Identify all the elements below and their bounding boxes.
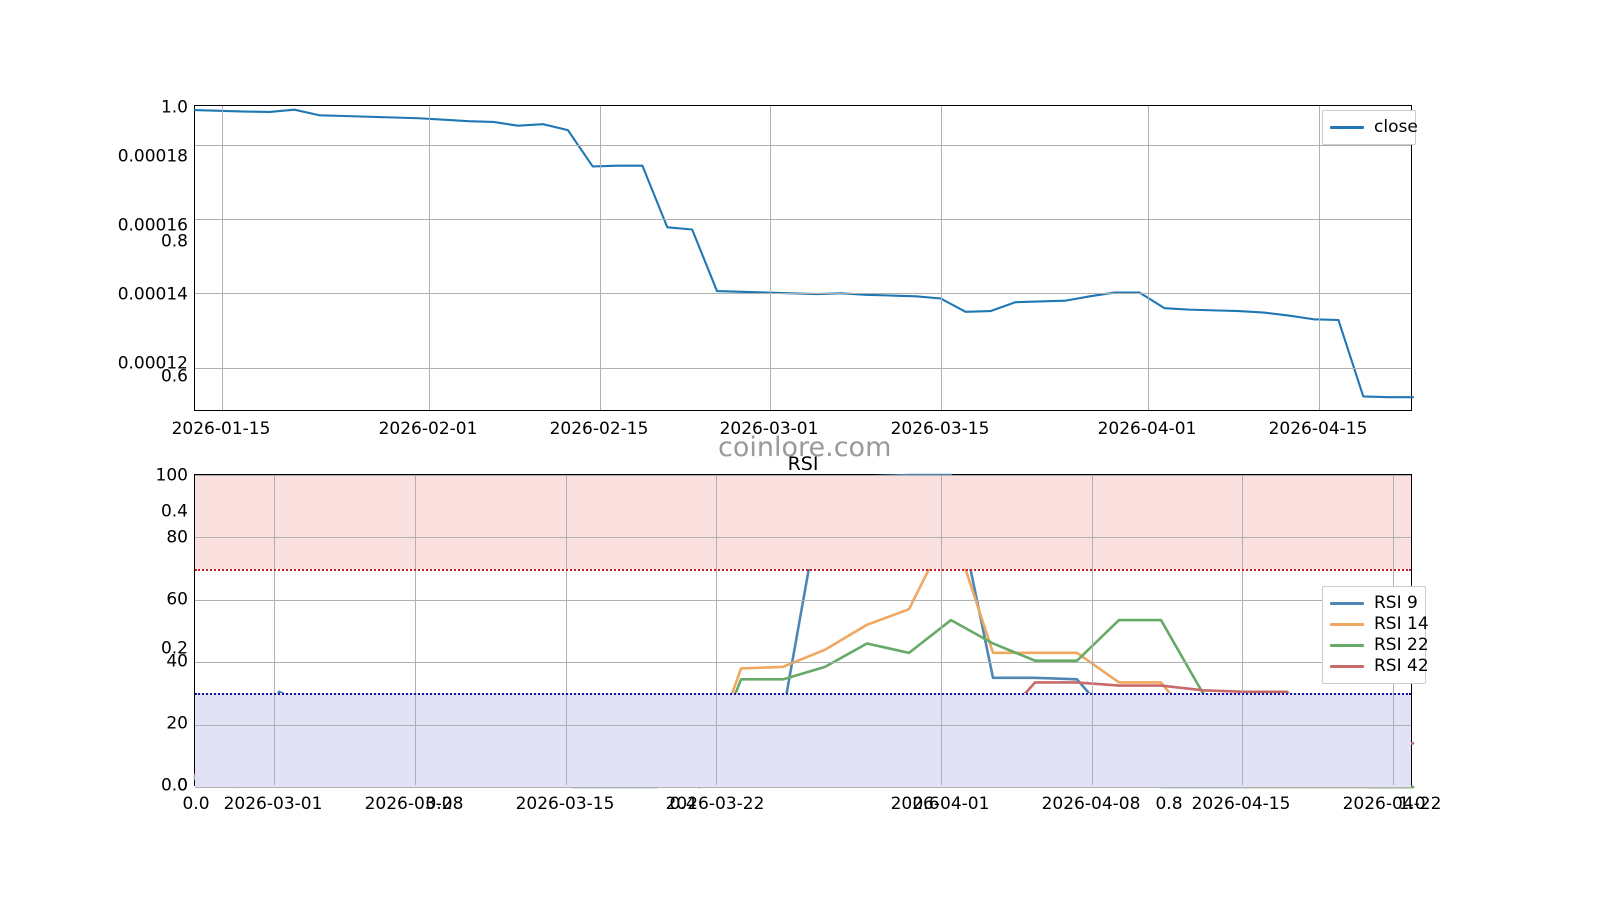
price-xtick-2026-03-15: 2026-03-15 [890, 419, 990, 439]
rsi-oversold-threshold-line [195, 693, 1411, 696]
rsi-xtick2-1.0: 1.0 [1398, 794, 1426, 814]
price-ytick-0.00016: 0.00016 [117, 215, 188, 236]
price-gridline-v [770, 106, 771, 410]
rsi-xtick-2026-04-15: 2026-04-15 [1191, 794, 1291, 814]
rsi-gridline-h [195, 724, 1411, 726]
legend-label-rsi-22: RSI 22 [1374, 635, 1429, 655]
legend-label-rsi-14: RSI 14 [1374, 614, 1429, 634]
price-xtick-2026-02-01: 2026-02-01 [378, 419, 478, 439]
price-line-series [193, 108, 1415, 399]
rsi-ytick-60: 60 [166, 589, 188, 610]
legend-label-rsi-42: RSI 42 [1374, 656, 1429, 676]
price-xtick-2026-04-15: 2026-04-15 [1268, 419, 1368, 439]
rsi-xtick-2026-03-22: 2026-03-22 [665, 794, 765, 814]
price-gridline-v [941, 106, 942, 410]
price-gridline-v [1319, 106, 1320, 410]
rsi-ytick-80: 80 [166, 527, 188, 548]
rsi-xtick2-0.4: 0.4 [669, 794, 697, 814]
rsi-gridline-h [195, 537, 1411, 539]
rsi-xtick-2026-03-15: 2026-03-15 [515, 794, 615, 814]
rsi-oversold-band [195, 693, 1411, 787]
rsi-xtick2-0.2: 0.2 [425, 794, 453, 814]
rsi-xtick2-0.0: 0.0 [182, 794, 210, 814]
rsi-gridline-v [941, 475, 942, 785]
rsi-gridline-h [195, 475, 1411, 476]
rsi-ytick2-0.0: 0.0 [160, 775, 188, 796]
price-chart-panel [193, 105, 1415, 411]
rsi-xtick-2026-04-08: 2026-04-08 [1041, 794, 1141, 814]
price-gridline-h [195, 144, 1411, 146]
price-ytick2-1.0: 1.0 [160, 97, 188, 118]
legend-label-close: close [1374, 117, 1418, 137]
rsi-xtick2-0.6: 0.6 [912, 794, 940, 814]
rsi-chart-panel [193, 473, 1415, 789]
legend-swatch-rsi-9 [1330, 602, 1364, 605]
price-ytick2-0.8: 0.8 [160, 231, 188, 252]
rsi-overbought-band [195, 475, 1411, 569]
legend-item-rsi-14: RSI 14 [1330, 614, 1429, 635]
price-ytick2-0.6: 0.6 [160, 366, 188, 387]
rsi-gridline-v [1092, 475, 1093, 785]
rsi-xtick-2026-03-08: 2026-03-08 [364, 794, 464, 814]
price-gridline-v [429, 106, 430, 410]
legend-swatch-rsi-42 [1330, 665, 1364, 668]
price-ytick-0.00012: 0.00012 [117, 353, 188, 374]
rsi-ytick-100: 100 [155, 465, 188, 486]
price-xtick-2026-01-15: 2026-01-15 [171, 419, 271, 439]
price-gridline-h [195, 219, 1411, 221]
rsi-panel-title: RSI [787, 453, 819, 475]
rsi-gridline-h [195, 599, 1411, 601]
rsi-gridline-v [716, 475, 717, 785]
price-gridline-v [600, 106, 601, 410]
price-gridline-v [1148, 106, 1149, 410]
price-xtick-2026-03-01: 2026-03-01 [719, 419, 819, 439]
rsi-xtick-2026-04-01: 2026-04-01 [890, 794, 990, 814]
rsi-ytick2-0.4: 0.4 [160, 501, 188, 522]
rsi-gridline-h [195, 787, 1411, 788]
rsi-gridline-h [195, 662, 1411, 664]
price-ytick-0.00018: 0.00018 [117, 146, 188, 167]
legend-swatch-rsi-14 [1330, 623, 1364, 626]
rsi-xtick-2026-04-22: 2026-04-22 [1342, 794, 1442, 814]
legend-item-rsi-9: RSI 9 [1330, 593, 1418, 614]
rsi-gridline-v [566, 475, 567, 785]
rsi-overbought-threshold-line [195, 568, 1411, 571]
price-xtick-2026-04-01: 2026-04-01 [1097, 419, 1197, 439]
legend-item-rsi-42: RSI 42 [1330, 656, 1429, 677]
price-legend: close [1322, 110, 1418, 145]
price-gridline-h [195, 293, 1411, 295]
watermark-coinlore: coinlore.com [718, 432, 892, 463]
legend-swatch-rsi-22 [1330, 644, 1364, 647]
rsi-ytick2-0.2: 0.2 [160, 638, 188, 659]
rsi-xtick2-0.8: 0.8 [1155, 794, 1183, 814]
price-gridline-h [195, 367, 1411, 369]
rsi-legend: RSI 9 RSI 14 RSI 22 RSI 42 [1322, 586, 1429, 684]
legend-swatch-close [1330, 126, 1364, 129]
price-gridline-v [222, 106, 223, 410]
rsi-ytick-0: 0 [177, 775, 188, 796]
price-xtick-2026-02-15: 2026-02-15 [549, 419, 649, 439]
rsi-ytick-40: 40 [166, 651, 188, 672]
price-ytick-0.00014: 0.00014 [117, 284, 188, 305]
rsi-ytick-20: 20 [166, 713, 188, 734]
rsi-gridline-v [415, 475, 416, 785]
legend-item-close: close [1330, 117, 1418, 138]
rsi-gridline-v [1242, 475, 1243, 785]
rsi-xtick-2026-03-01: 2026-03-01 [223, 794, 323, 814]
rsi-gridline-v [274, 475, 275, 785]
legend-label-rsi-9: RSI 9 [1374, 593, 1418, 613]
legend-item-rsi-22: RSI 22 [1330, 635, 1429, 656]
